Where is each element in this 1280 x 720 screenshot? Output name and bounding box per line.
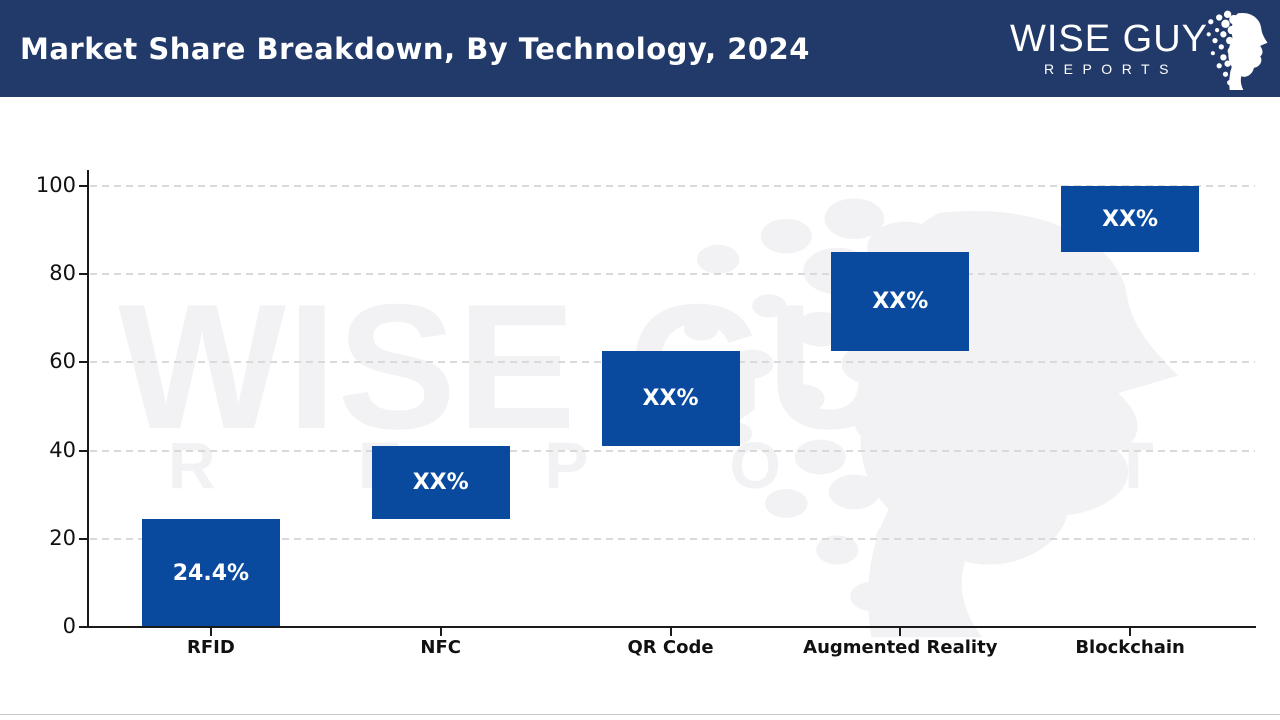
y-axis-tick (79, 449, 88, 452)
gridline (90, 185, 1255, 187)
logo-subtitle: REPORTS (1044, 61, 1178, 77)
chart-plot-area: 0 20 40 60 80 100 24.4% RFID XX% NFC XX% QR Code XX%… (0, 97, 1280, 717)
bar-value-label: XX% (642, 386, 699, 412)
bar-value-label: XX% (412, 470, 469, 496)
x-axis-spine (87, 626, 1256, 628)
x-axis-tick (209, 627, 212, 636)
bar-nfc: XX% (371, 446, 510, 520)
wiseguy-logo-text: WISE GUY REPORTS (1010, 20, 1208, 77)
x-axis-tick (1129, 627, 1132, 636)
x-axis-tick (439, 627, 442, 636)
logo-wordmark: WISE GUY (1009, 18, 1208, 60)
bar-augmented-reality: XX% (831, 252, 970, 352)
bar-value-label: XX% (1102, 206, 1159, 232)
y-axis-tick (79, 537, 88, 540)
bar-qr-code: XX% (601, 351, 740, 447)
y-axis-tick-label: 100 (35, 173, 76, 197)
bar-value-label: 24.4% (172, 560, 250, 586)
bar-rfid: 24.4% (141, 519, 280, 627)
y-axis-tick (79, 626, 88, 628)
y-axis-tick-label: 60 (49, 349, 76, 374)
gridline (90, 273, 1255, 276)
x-axis-category-label: NFC (420, 637, 461, 658)
y-axis-tick (79, 361, 88, 364)
y-axis-tick-label: 0 (62, 614, 76, 638)
header: Market Share Breakdown, By Technology, 2… (0, 0, 1280, 97)
x-axis-category-label: RFID (186, 637, 235, 658)
gridline (90, 537, 1255, 540)
y-axis-tick-label: 40 (49, 437, 76, 462)
x-axis-category-label: Blockchain (1075, 637, 1185, 658)
y-axis-tick-label: 20 (49, 525, 76, 550)
page-title: Market Share Breakdown, By Technology, 2… (20, 31, 810, 66)
x-axis-category-label: Augmented Reality (803, 637, 998, 658)
x-axis-tick (669, 627, 672, 636)
gridline (90, 449, 1255, 452)
x-axis-tick (899, 627, 902, 636)
y-axis-tick (79, 273, 88, 276)
y-axis-tick (79, 185, 88, 187)
x-axis-category-label: QR Code (627, 637, 714, 658)
bar-blockchain: XX% (1061, 186, 1200, 253)
y-axis-tick-label: 80 (49, 261, 76, 286)
wiseguy-logo: WISE GUY REPORTS (1010, 0, 1270, 97)
dotted-head-icon (1206, 10, 1268, 90)
y-axis-spine (87, 170, 89, 628)
bottom-rule (0, 714, 1280, 715)
bar-value-label: XX% (872, 289, 929, 315)
